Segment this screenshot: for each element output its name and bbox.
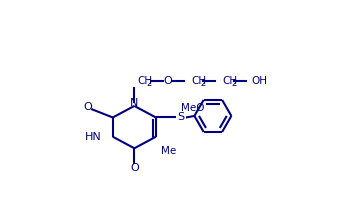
Text: 2: 2 — [201, 79, 206, 88]
Text: CH: CH — [191, 76, 206, 86]
Text: 2: 2 — [231, 79, 237, 88]
Text: MeO: MeO — [181, 103, 205, 113]
Text: O: O — [130, 163, 139, 173]
Text: Me: Me — [161, 146, 176, 155]
Text: HN: HN — [85, 132, 101, 142]
Text: O: O — [83, 102, 92, 112]
Text: 2: 2 — [147, 79, 152, 88]
Text: N: N — [130, 98, 138, 108]
Text: OH: OH — [251, 76, 267, 86]
Text: CH: CH — [137, 76, 152, 86]
Text: O: O — [163, 76, 172, 86]
Text: S: S — [178, 112, 185, 122]
Text: CH: CH — [222, 76, 237, 86]
